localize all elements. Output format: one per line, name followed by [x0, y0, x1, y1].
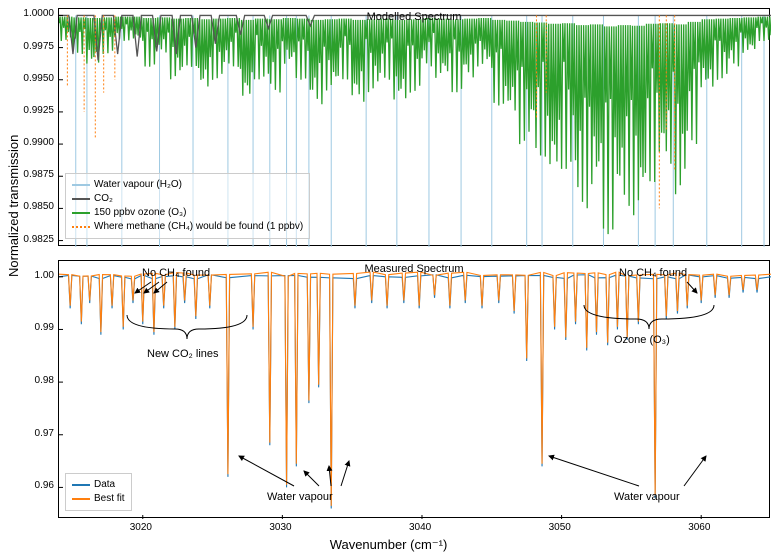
xtick: 3020: [130, 522, 152, 533]
ytick: 0.9900: [23, 137, 54, 148]
ytick: 0.9850: [23, 201, 54, 212]
xtick: 3050: [549, 522, 571, 533]
x-axis-label: Wavenumber (cm⁻¹): [0, 537, 777, 553]
y-axis-label: Normalized transmission: [6, 135, 21, 277]
ytick: 0.9925: [23, 105, 54, 116]
legend-label: Where methane (CH₄) would be found (1 pp…: [94, 220, 303, 234]
ytick: 0.96: [35, 480, 54, 491]
bottom-legend: DataBest fit: [65, 473, 132, 511]
legend-label: Data: [94, 478, 115, 492]
ytick: 0.9825: [23, 234, 54, 245]
legend-item: Water vapour (H₂O): [72, 178, 303, 192]
annotation: New CO₂ lines: [147, 348, 219, 360]
legend-label: CO₂: [94, 192, 113, 206]
legend-label: Best fit: [94, 492, 125, 506]
legend-item: Where methane (CH₄) would be found (1 pp…: [72, 220, 303, 234]
annotation: Water vapour: [267, 491, 333, 503]
ytick: 1.0000: [23, 8, 54, 19]
ytick: 0.9875: [23, 169, 54, 180]
xtick: 3040: [409, 522, 431, 533]
xtick: 3030: [269, 522, 291, 533]
legend-item: Best fit: [72, 492, 125, 506]
bottom-chart-svg: [59, 261, 771, 519]
top-panel: Modelled Spectrum Water vapour (H₂O)CO₂1…: [58, 8, 770, 246]
ytick: 0.97: [35, 428, 54, 439]
top-panel-title: Modelled Spectrum: [59, 11, 769, 23]
top-legend: Water vapour (H₂O)CO₂150 ppbv ozone (O₃)…: [65, 173, 310, 239]
annotation: Ozone (O₃): [614, 334, 670, 346]
xtick: 3060: [688, 522, 710, 533]
annotation: Water vapour: [614, 491, 680, 503]
ytick: 0.98: [35, 375, 54, 386]
ytick: 0.99: [35, 322, 54, 333]
legend-item: CO₂: [72, 192, 303, 206]
legend-item: Data: [72, 478, 125, 492]
figure: Normalized transmission Wavenumber (cm⁻¹…: [0, 0, 777, 555]
ytick: 0.9950: [23, 73, 54, 84]
bottom-panel: Measured Spectrum DataBest fit No CH₄ fo…: [58, 260, 770, 518]
legend-label: 150 ppbv ozone (O₃): [94, 206, 186, 220]
legend-item: 150 ppbv ozone (O₃): [72, 206, 303, 220]
annotation: No CH₄ found: [142, 267, 210, 279]
ytick: 1.00: [35, 270, 54, 281]
legend-label: Water vapour (H₂O): [94, 178, 182, 192]
annotation: No CH₄ found: [619, 267, 687, 279]
ytick: 0.9975: [23, 41, 54, 52]
